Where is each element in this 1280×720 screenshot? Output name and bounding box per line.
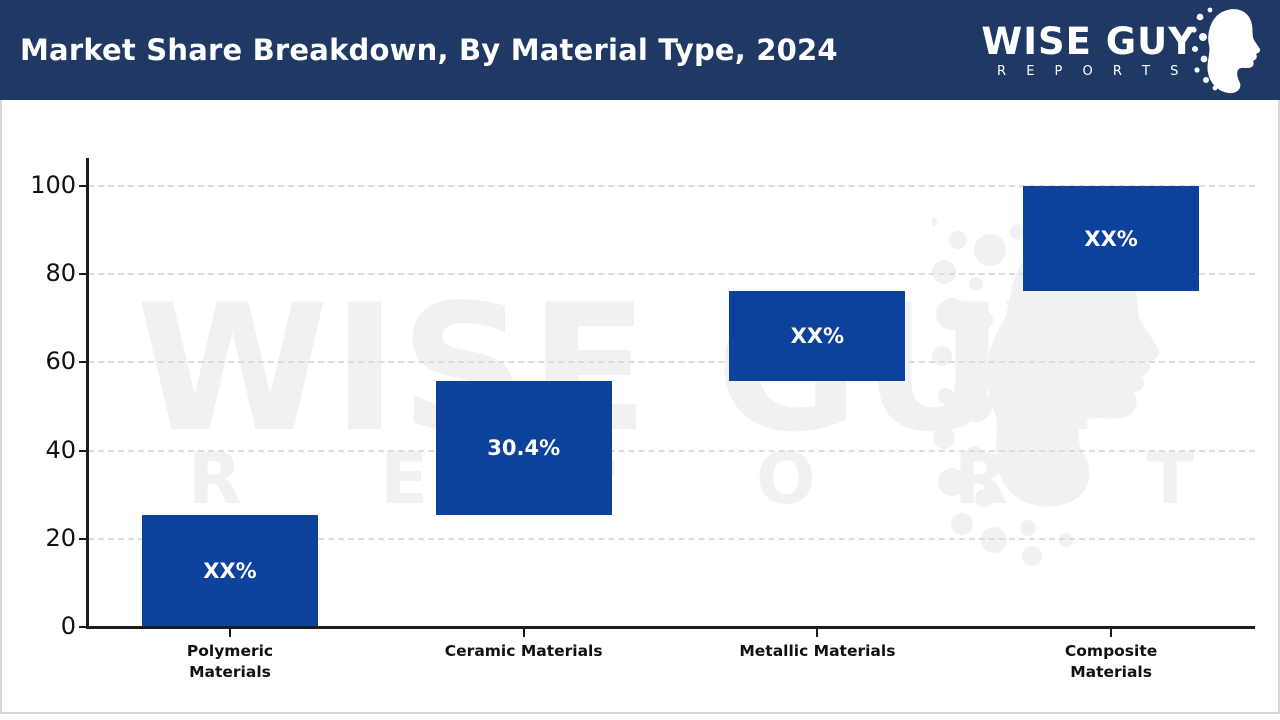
- gridline-60: [88, 361, 1255, 364]
- bar-value-label: XX%: [790, 324, 845, 349]
- x-category-label-0: Polymeric Materials: [120, 641, 340, 683]
- y-tick-mark-60: [79, 361, 88, 364]
- gridline-80: [88, 273, 1255, 276]
- header-bar: Market Share Breakdown, By Material Type…: [0, 0, 1280, 100]
- gridline-40: [88, 449, 1255, 452]
- x-category-label-line: Materials: [189, 663, 271, 681]
- frame-border-left: [0, 100, 2, 712]
- y-tick-mark-0: [79, 626, 88, 628]
- y-tick-label-60: 60: [45, 347, 76, 376]
- gridline-100: [88, 185, 1255, 187]
- watermark-dotted-face-icon: [932, 215, 1160, 566]
- y-tick-mark-80: [79, 273, 88, 276]
- frame-border-bottom: [0, 712, 1280, 714]
- x-tick-mark-0: [229, 628, 231, 637]
- brand-logo-line1: WISE GUY: [981, 19, 1196, 63]
- x-category-label-line: Polymeric: [186, 642, 274, 660]
- y-tick-label-80: 80: [45, 259, 76, 288]
- x-tick-mark-2: [816, 628, 819, 637]
- bar-ceramic-materials: 30.4%: [435, 381, 612, 516]
- bar-polymeric-materials: XX%: [142, 515, 318, 627]
- frame-border-right: [1278, 100, 1280, 712]
- x-category-label-2: Metallic Materials: [707, 641, 927, 662]
- x-category-label-line: Materials: [1070, 663, 1152, 681]
- y-tick-label-40: 40: [45, 435, 76, 464]
- y-tick-mark-20: [79, 537, 88, 540]
- bar-value-label: 30.4%: [487, 436, 561, 461]
- y-tick-label-20: 20: [45, 523, 76, 552]
- y-tick-label-0: 0: [60, 612, 76, 640]
- bar-metallic-materials: XX%: [729, 291, 906, 382]
- gridline-20: [88, 537, 1255, 540]
- y-axis-line: [86, 158, 89, 629]
- x-category-label-3: Composite Materials: [1001, 641, 1221, 683]
- x-tick-mark-3: [1110, 628, 1113, 637]
- brand-logo-line2: R E P O R T S: [997, 63, 1187, 79]
- brand-logo-text: WISE GUY R E P O R T S: [981, 23, 1196, 78]
- x-category-label-1: Ceramic Materials: [414, 641, 634, 662]
- bar-value-label: XX%: [203, 559, 257, 584]
- y-tick-mark-100: [79, 185, 88, 187]
- y-tick-mark-40: [79, 449, 88, 452]
- x-category-label-line: Ceramic Materials: [444, 642, 603, 660]
- y-tick-label-100: 100: [30, 171, 76, 199]
- x-tick-mark-1: [522, 628, 525, 637]
- brand-logo: WISE GUY R E P O R T S: [981, 4, 1264, 96]
- x-category-label-line: Metallic Materials: [739, 642, 896, 660]
- x-axis-line: [86, 626, 1255, 629]
- bar-composite-materials: XX%: [1023, 186, 1200, 292]
- x-category-label-line: Composite: [1064, 642, 1158, 660]
- bar-value-label: XX%: [1084, 226, 1138, 251]
- page-title: Market Share Breakdown, By Material Type…: [20, 33, 838, 67]
- brand-logo-face-icon: [1191, 7, 1261, 94]
- watermark-reports-text: R E P O R T S: [188, 438, 1280, 520]
